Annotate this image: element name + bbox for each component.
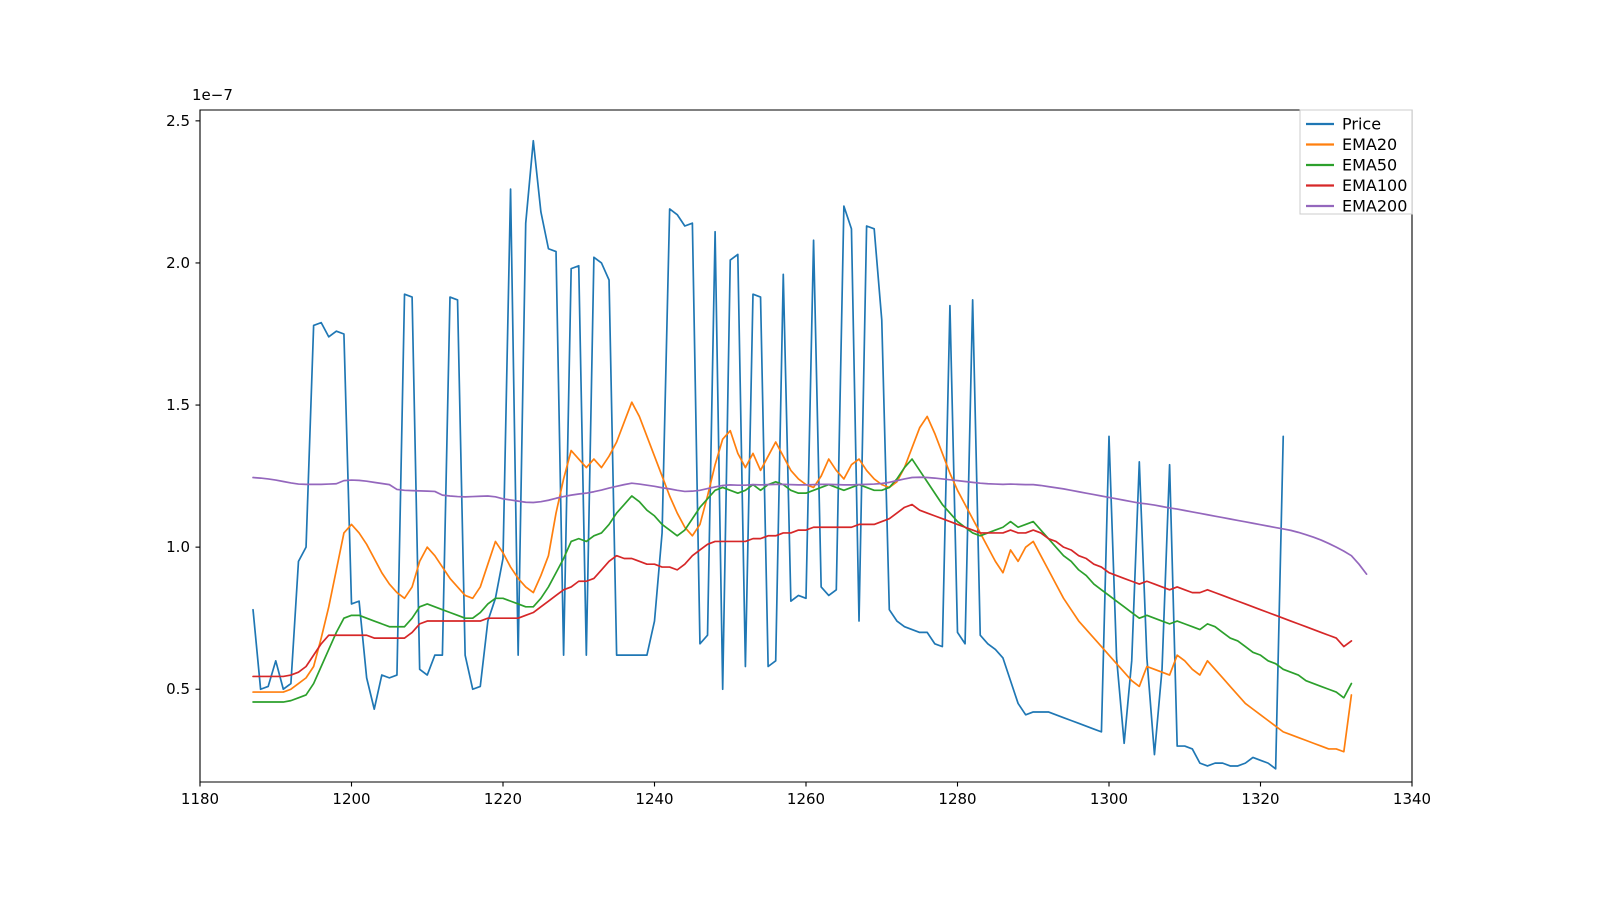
legend-frame [1299,109,1413,215]
x-tick-label: 1200 [332,790,370,808]
legend-label-ema200: EMA200 [1342,197,1407,216]
x-tick-label: 1220 [484,790,522,808]
legend-label-ema100: EMA100 [1342,176,1407,195]
series-line-ema100 [252,503,1353,678]
y-tick-label: 2.0 [166,254,190,272]
x-tick-label: 1340 [1393,790,1431,808]
axes: 1180 1200 1220 1240 1260 1280 1300 1320 1340 0.5… [166,86,1431,808]
series-line-ema50 [252,458,1353,703]
x-tick-label: 1240 [635,790,673,808]
series-line-price [252,139,1285,770]
legend-label-ema50: EMA50 [1342,156,1397,175]
y-tick-label: 2.5 [166,112,190,130]
y-tick-label: 0.5 [166,680,190,698]
series-line-ema200 [252,476,1368,575]
y-axis-offset-text: 1e−7 [192,86,233,104]
y-axis-ticks: 0.5 1.0 1.5 2.0 2.5 [166,112,200,698]
x-tick-label: 1280 [938,790,976,808]
series-line-ema20 [252,401,1353,753]
legend-label-ema20: EMA20 [1342,135,1397,154]
series-lines [252,139,1368,770]
y-tick-label: 1.5 [166,396,190,414]
x-tick-label: 1320 [1241,790,1279,808]
x-tick-label: 1260 [787,790,825,808]
x-tick-label: 1180 [181,790,219,808]
x-axis-ticks: 1180 1200 1220 1240 1260 1280 1300 1320 1340 [181,782,1431,808]
x-tick-label: 1300 [1090,790,1128,808]
plot-area [200,110,1412,782]
y-tick-label: 1.0 [166,538,190,556]
legend-label-price: Price [1342,115,1381,134]
